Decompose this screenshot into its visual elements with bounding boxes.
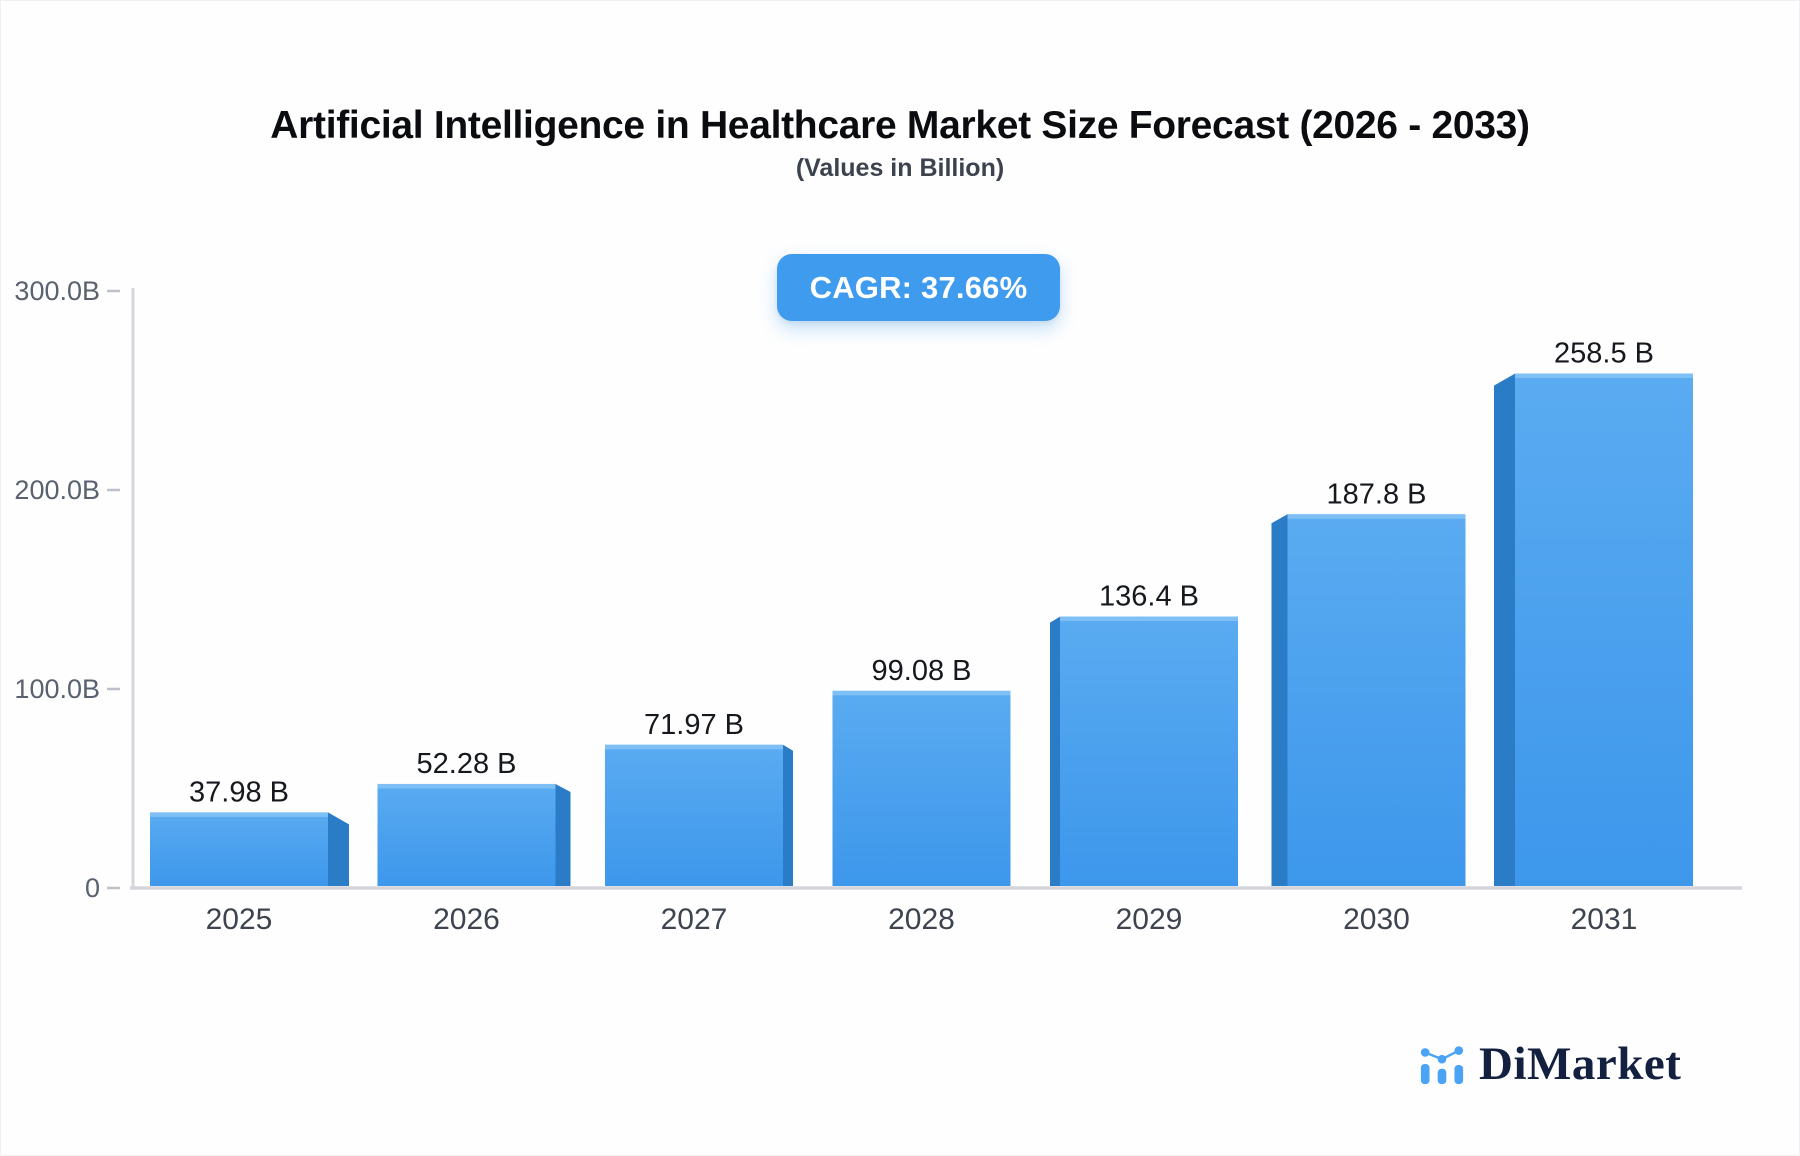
x-category-label: 2028 [888, 903, 955, 936]
bar-side-face [1494, 373, 1515, 887]
cagr-badge-label: CAGR: 37.66% [809, 269, 1028, 305]
bar-value-label: 136.4 B [1099, 581, 1199, 613]
bar-value-label: 187.8 B [1327, 478, 1427, 510]
brand-logo: DiMarket [1418, 1040, 1681, 1088]
bar-top-edge [1515, 373, 1693, 379]
x-category-label: 2027 [661, 903, 728, 936]
bar-side-face [328, 812, 349, 886]
bar-top-edge [1287, 514, 1466, 519]
bar-value-label: 37.98 B [189, 776, 289, 808]
bar-2028 [832, 690, 1011, 886]
bar-value-label: 52.28 B [417, 748, 517, 780]
bar-top-edge [832, 690, 1011, 696]
bar-side-face [1271, 514, 1288, 886]
bar-2025 [150, 812, 328, 886]
bar-group-2028: 99.08 B 2028 [832, 655, 1011, 936]
bar-top-edge [377, 783, 556, 789]
bar-2031 [1515, 373, 1693, 887]
bar-side-face [555, 783, 571, 886]
x-category-label: 2031 [1571, 903, 1638, 936]
y-tick-label: 100.0B [14, 674, 100, 704]
bar-2029 [1060, 616, 1238, 886]
bar-top-edge [1060, 616, 1238, 622]
logo-bars-icon [1420, 1046, 1464, 1085]
bar-group-2031: 258.5 B 2031 [1494, 338, 1693, 936]
x-category-label: 2029 [1116, 903, 1183, 936]
bar-2026 [377, 783, 556, 886]
bar-value-label: 99.08 B [872, 655, 972, 687]
x-category-label: 2026 [433, 903, 500, 936]
bar-side-face [1050, 616, 1060, 886]
bar-group-2027: 71.97 B 2027 [605, 709, 793, 936]
x-category-label: 2025 [206, 903, 273, 936]
bar-top-edge [605, 744, 783, 750]
bar-2027 [605, 744, 783, 886]
bar-value-label: 71.97 B [644, 709, 744, 741]
y-tick-label: 0 [85, 873, 100, 903]
y-tick-label: 200.0B [14, 475, 100, 505]
bar-top-edge [150, 812, 328, 817]
bar-group-2025: 37.98 B 2025 [150, 776, 349, 936]
bar-group-2026: 52.28 B 2026 [377, 748, 571, 936]
bar-group-2030: 187.8 B 2030 [1271, 478, 1466, 936]
bar-value-label: 258.5 B [1554, 338, 1654, 370]
chart-subtitle: (Values in Billion) [795, 154, 1005, 182]
x-category-label: 2030 [1343, 903, 1410, 936]
chart-title: Artificial Intelligence in Healthcare Ma… [270, 104, 1530, 147]
y-tick-label: 300.0B [14, 276, 100, 306]
cagr-badge: CAGR: 37.66% [777, 254, 1060, 321]
brand-name: DiMarket [1479, 1038, 1682, 1090]
bar-side-face [783, 744, 793, 886]
bar-group-2029: 136.4 B 2029 [1050, 581, 1238, 936]
bar-2030 [1287, 514, 1466, 886]
